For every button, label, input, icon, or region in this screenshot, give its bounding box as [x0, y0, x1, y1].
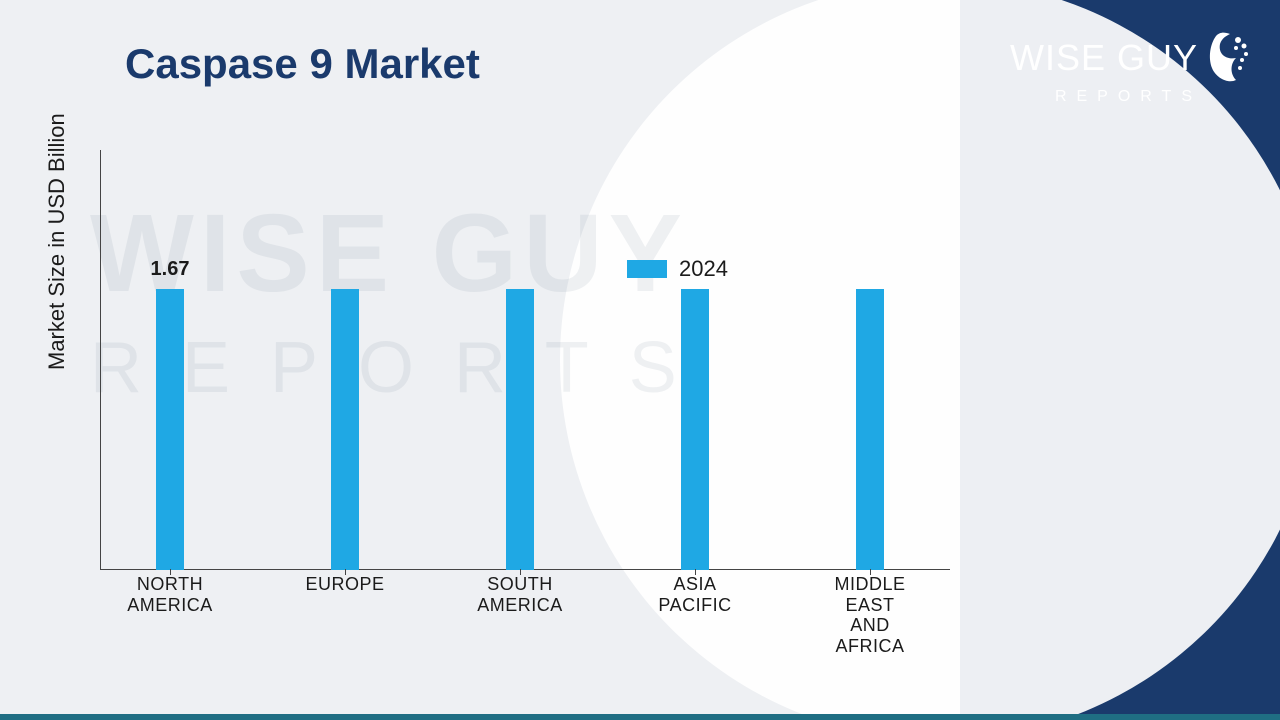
x-tick-label: ASIA PACIFIC — [658, 574, 731, 615]
logo-main-text: WISE GUY — [1010, 37, 1198, 79]
brand-logo: WISE GUY REPORTS — [1010, 30, 1252, 106]
bar — [156, 289, 184, 570]
bar — [506, 289, 534, 570]
bottom-strip — [0, 714, 1280, 720]
canvas: WISE GUY REPORTS Caspase 9 Market Market… — [0, 0, 1280, 720]
bar-value-label: 1.67 — [151, 258, 190, 281]
bar — [681, 289, 709, 570]
chart-area: 1.67NORTH AMERICAEUROPESOUTH AMERICAASIA… — [100, 150, 950, 570]
y-axis-label: Market Size in USD Billion — [44, 113, 70, 370]
bar — [856, 289, 884, 570]
logo-head-icon — [1206, 30, 1252, 86]
chart-title: Caspase 9 Market — [125, 40, 480, 88]
x-tick-label: NORTH AMERICA — [127, 574, 213, 615]
x-tick-label: MIDDLE EAST AND AFRICA — [834, 574, 905, 657]
x-tick-label: EUROPE — [305, 574, 384, 595]
logo-sub-text: REPORTS — [1010, 88, 1202, 106]
x-tick-label: SOUTH AMERICA — [477, 574, 563, 615]
bar — [331, 289, 359, 570]
